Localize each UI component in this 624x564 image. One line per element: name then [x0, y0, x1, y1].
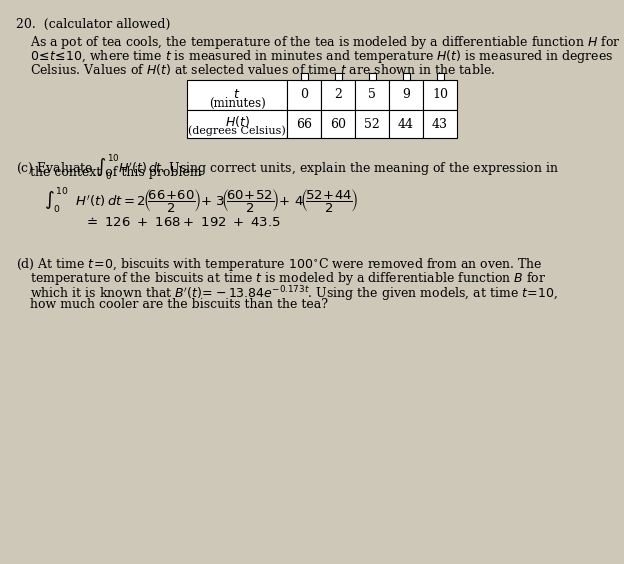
Text: $\doteq\ 126\ +\ 168+\ 192\ +\ 43.5$: $\doteq\ 126\ +\ 168+\ 192\ +\ 43.5$ — [84, 216, 281, 229]
Text: 52: 52 — [364, 117, 380, 130]
Bar — [287, 80, 321, 110]
Text: the context of this problem: the context of this problem — [30, 166, 202, 179]
Text: 0: 0 — [300, 89, 308, 102]
Bar — [402, 73, 409, 80]
Text: 43: 43 — [432, 117, 448, 130]
Text: 5: 5 — [368, 89, 376, 102]
Bar — [437, 73, 444, 80]
Text: $0\!\leq\!t\!\leq\!10$, where time $t$ is measured in minutes and temperature $H: $0\!\leq\!t\!\leq\!10$, where time $t$ i… — [30, 48, 613, 65]
Text: (c) Evaluate $\int_{0}^{10} H'(t)\,dt$. Using correct units, explain the meaning: (c) Evaluate $\int_{0}^{10} H'(t)\,dt$. … — [16, 152, 558, 182]
Text: 20.  (calculator allowed): 20. (calculator allowed) — [16, 18, 170, 31]
Text: which it is known that $B'(t)\!=\!-13.84e^{-0.173t}$. Using the given models, at: which it is known that $B'(t)\!=\!-13.84… — [30, 284, 558, 303]
Text: (d) At time $t\!=\!0$, biscuits with temperature $100^{\circ}$C were removed fro: (d) At time $t\!=\!0$, biscuits with tem… — [16, 256, 543, 273]
Text: $\int_{0}^{10}$  $H'(t)\,dt = 2\!\left(\!\dfrac{66\!+\!60}{2}\!\right)$$+\ 3\!\l: $\int_{0}^{10}$ $H'(t)\,dt = 2\!\left(\!… — [44, 186, 358, 217]
Bar — [389, 110, 423, 138]
Text: temperature of the biscuits at time $t$ is modeled by a differentiable function : temperature of the biscuits at time $t$ … — [30, 270, 547, 287]
Text: 66: 66 — [296, 117, 312, 130]
Bar — [287, 110, 321, 138]
Text: Celsius. Values of $H(t)$ at selected values of time $t$ are shown in the table.: Celsius. Values of $H(t)$ at selected va… — [30, 62, 495, 77]
Text: 44: 44 — [398, 117, 414, 130]
Bar — [423, 110, 457, 138]
Text: As a pot of tea cools, the temperature of the tea is modeled by a differentiable: As a pot of tea cools, the temperature o… — [30, 34, 621, 51]
Bar — [355, 80, 389, 110]
Text: $H(t)$: $H(t)$ — [225, 114, 250, 129]
Bar — [334, 73, 341, 80]
Bar — [321, 110, 355, 138]
Text: $t$: $t$ — [233, 88, 241, 101]
Bar — [187, 80, 287, 110]
Bar — [389, 80, 423, 110]
Text: (degrees Celsius): (degrees Celsius) — [188, 125, 286, 135]
Text: 9: 9 — [402, 89, 410, 102]
Text: 2: 2 — [334, 89, 342, 102]
Bar — [355, 110, 389, 138]
Text: (minutes): (minutes) — [208, 97, 265, 110]
Bar — [423, 80, 457, 110]
Bar — [321, 80, 355, 110]
Text: 60: 60 — [330, 117, 346, 130]
Text: 10: 10 — [432, 89, 448, 102]
Text: how much cooler are the biscuits than the tea?: how much cooler are the biscuits than th… — [30, 298, 328, 311]
Bar — [369, 73, 376, 80]
Bar — [301, 73, 308, 80]
Bar — [187, 110, 287, 138]
